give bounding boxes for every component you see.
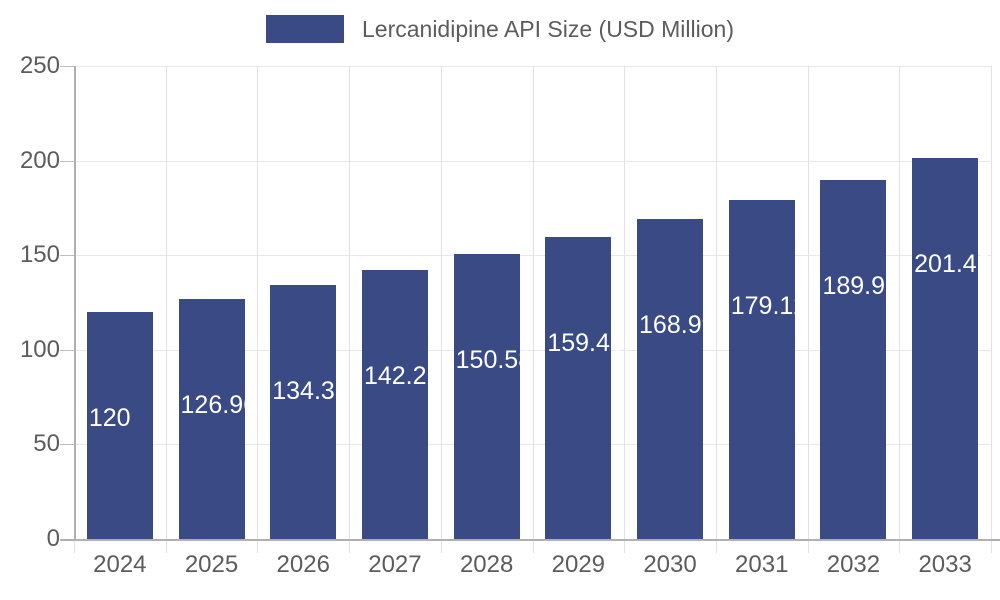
gridline-vertical <box>991 66 992 553</box>
x-axis-line <box>60 539 1000 541</box>
bar-group: 179.12 <box>716 66 808 539</box>
legend-item-lercanidipine-api-size[interactable]: Lercanidipine API Size (USD Million) <box>266 15 734 43</box>
y-axis-tick-label: 250 <box>19 52 60 79</box>
bar-group: 150.58 <box>441 66 533 539</box>
legend-color-swatch <box>266 15 344 43</box>
bar-value-label: 150.58 <box>455 346 533 375</box>
bar-group: 126.96 <box>166 66 258 539</box>
bar-group: 134.35 <box>257 66 349 539</box>
y-axis-tick-labels: 0 50 100 150 200 250 <box>0 0 60 600</box>
bar-group: 168.99 <box>624 66 716 539</box>
y-axis-tick-mark <box>60 444 74 446</box>
x-axis-tick-label: 2025 <box>184 551 239 578</box>
y-axis-tick-label: 50 <box>33 430 60 458</box>
x-axis-tick-label: 2027 <box>368 551 422 578</box>
bar-value-label: 142.21 <box>363 361 441 390</box>
bar[interactable] <box>912 157 979 539</box>
x-axis-tick-label: 2026 <box>276 551 330 578</box>
bar-group: 201.46 <box>899 66 991 539</box>
x-axis-tick-label: 2030 <box>643 551 697 578</box>
x-axis-tick-label: 2024 <box>93 551 147 578</box>
bar-value-label: 179.12 <box>730 292 808 321</box>
bar[interactable] <box>545 237 612 539</box>
x-axis-tick-labels: 2024 2025 2026 2027 2028 2029 2030 2031 2032 2033 <box>74 553 991 593</box>
bar-group: 189.93 <box>808 66 900 539</box>
y-axis-tick-mark <box>60 160 74 162</box>
bar[interactable] <box>270 284 337 539</box>
bar-value-label: 126.96 <box>180 390 257 419</box>
bar-group: 142.21 <box>349 66 441 539</box>
bar[interactable] <box>820 179 887 539</box>
x-axis-tick-label: 2029 <box>551 551 606 578</box>
bar[interactable] <box>86 311 153 539</box>
chart-legend: Lercanidipine API Size (USD Million) <box>0 0 1000 58</box>
x-axis-tick-label: 2033 <box>918 551 972 578</box>
bar[interactable] <box>453 254 520 539</box>
bar-value-label: 201.46 <box>914 249 991 278</box>
bar-value-label: 189.93 <box>822 271 899 300</box>
y-axis-tick-label: 200 <box>19 146 60 174</box>
x-axis-tick-label: 2031 <box>735 551 789 578</box>
bar-group: 120 <box>74 66 166 539</box>
bar-value-label: 168.99 <box>639 311 716 340</box>
x-axis-tick-label: 2028 <box>459 551 514 578</box>
y-axis-tick-mark <box>60 66 74 67</box>
x-axis-tick-label: 2032 <box>826 551 881 578</box>
bar[interactable] <box>361 269 428 539</box>
bar-group: 159.49 <box>533 66 625 539</box>
bar-value-label: 120 <box>88 403 131 432</box>
y-axis-tick-label: 150 <box>19 241 60 269</box>
bar[interactable] <box>728 200 795 539</box>
bar-value-label: 159.49 <box>547 329 624 358</box>
y-axis-tick-mark <box>60 349 74 351</box>
y-axis-tick-label: 0 <box>46 525 60 552</box>
y-axis-line <box>74 66 76 539</box>
legend-item-label: Lercanidipine API Size (USD Million) <box>362 15 734 42</box>
plot-area: 120 126.96 134.35 142.21 150.58 159.49 168.99 1… <box>60 66 992 553</box>
bar[interactable] <box>178 298 245 539</box>
bar[interactable] <box>637 219 704 539</box>
bar-value-label: 134.35 <box>272 376 349 405</box>
y-axis-tick-label: 100 <box>19 335 60 363</box>
y-axis-tick-mark <box>60 255 74 257</box>
bar-series: 120 126.96 134.35 142.21 150.58 159.49 168.99 1… <box>74 66 991 539</box>
